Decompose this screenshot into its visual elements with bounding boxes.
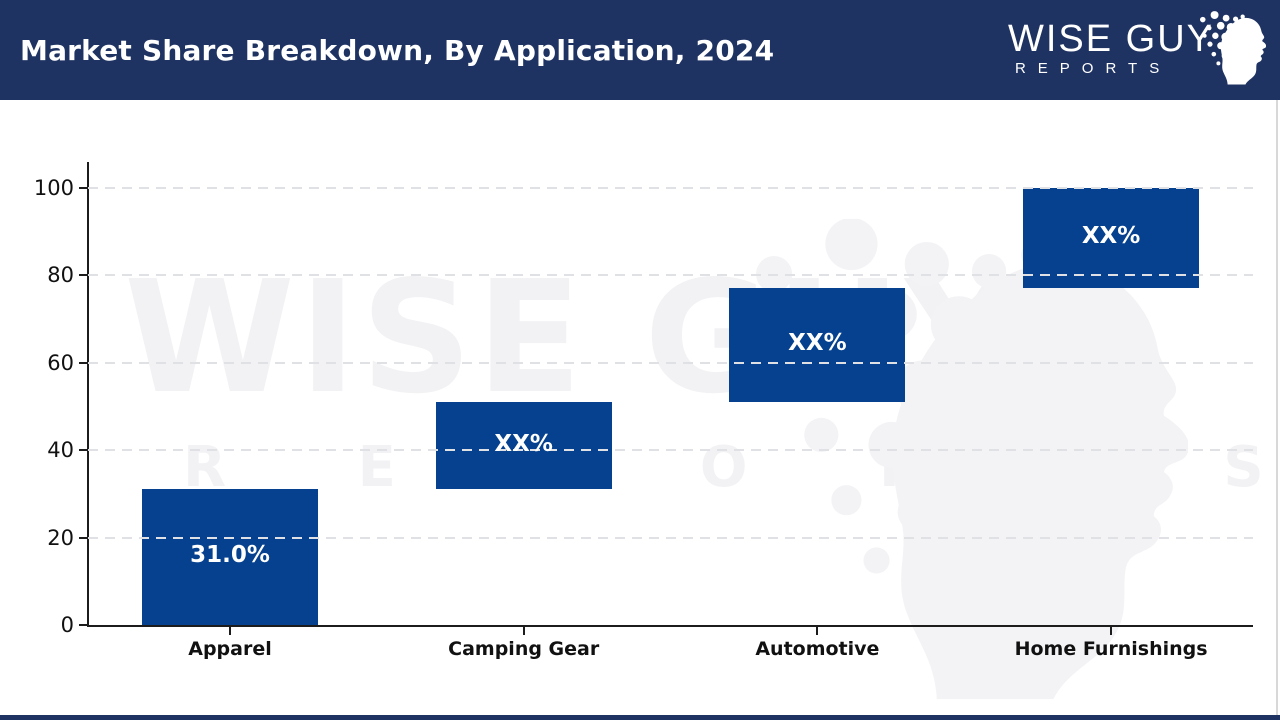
x-axis-tick xyxy=(229,627,231,635)
y-axis-label: 60 xyxy=(47,350,74,375)
brand-subname: REPORTS xyxy=(1014,60,1172,77)
y-axis-label: 100 xyxy=(33,175,74,200)
header-bar: Market Share Breakdown, By Application, … xyxy=(0,0,1280,100)
gridline xyxy=(88,274,1253,276)
y-axis-line xyxy=(87,162,89,627)
y-axis-label: 80 xyxy=(47,263,74,287)
gridline xyxy=(88,536,1253,539)
bar-segment xyxy=(435,401,612,490)
category-label: Home Furnishings xyxy=(1014,638,1208,660)
brand-name: WISE GUY xyxy=(1007,18,1214,60)
dotted-head-logo-icon xyxy=(1200,10,1266,86)
bar-value-label: 31.0% xyxy=(190,542,270,569)
x-axis-line xyxy=(87,625,1253,627)
x-axis-tick xyxy=(522,627,525,635)
footer-bar xyxy=(0,715,1280,720)
y-axis-tick xyxy=(79,624,88,626)
category-label: Camping Gear xyxy=(448,638,600,660)
x-axis-tick xyxy=(816,627,819,635)
chart-area: WISE GUY R E P O R T S 31.0% Apparel XX% Ca… xyxy=(0,100,1280,716)
brand-logo-text: WISE GUY REPORTS xyxy=(1008,18,1214,78)
y-axis-label: 0 xyxy=(60,613,74,637)
gridline xyxy=(88,186,1253,189)
category-label: Apparel xyxy=(188,638,272,660)
y-axis-label: 20 xyxy=(47,525,74,550)
bar-segment xyxy=(142,489,318,625)
chart-title: Market Share Breakdown, By Application, … xyxy=(20,34,775,67)
y-axis-tick xyxy=(79,274,88,276)
bar-segment xyxy=(1023,187,1200,289)
gridline xyxy=(88,449,1253,451)
y-axis-tick xyxy=(79,536,88,539)
y-axis-label: 40 xyxy=(47,438,74,462)
y-axis-tick xyxy=(79,361,88,364)
chart-right-border xyxy=(1276,100,1278,716)
bar-value-label: XX% xyxy=(1081,222,1141,249)
bar-segment xyxy=(729,288,906,402)
y-axis-tick xyxy=(79,186,88,189)
gridline xyxy=(88,361,1253,364)
bar-value-label: XX% xyxy=(788,330,847,356)
bar-value-label: XX% xyxy=(494,430,553,457)
brand-logo: WISE GUY REPORTS xyxy=(1008,10,1266,86)
y-axis-tick xyxy=(79,449,88,451)
category-label: Automotive xyxy=(755,638,880,660)
x-axis-tick xyxy=(1110,627,1113,635)
